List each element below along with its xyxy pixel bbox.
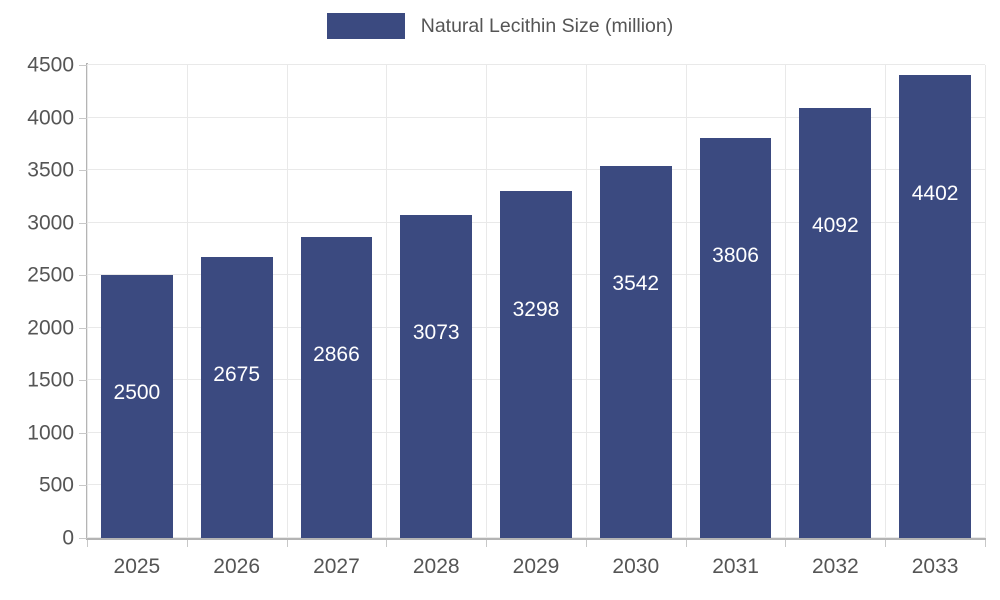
bar-value-label: 2866 <box>313 342 360 366</box>
bar[interactable]: 3806 <box>699 137 772 538</box>
bar[interactable]: 2866 <box>300 236 373 538</box>
x-axis-tick-label: 2027 <box>313 555 360 578</box>
x-axis-tick-label: 2025 <box>113 555 161 578</box>
y-axis-tick-mark <box>79 117 87 119</box>
y-axis-tick-label: 4000 <box>27 106 74 130</box>
gridline-vertical <box>585 65 587 538</box>
x-axis-tick-label: 2031 <box>712 555 759 578</box>
gridline-vertical <box>386 65 388 538</box>
y-axis-tick-label: 0 <box>62 526 74 550</box>
y-axis-tick-label: 3000 <box>27 211 74 235</box>
x-axis-tick-label: 2028 <box>412 555 460 578</box>
bar-value-label: 4402 <box>911 181 959 205</box>
bar[interactable]: 4092 <box>799 107 872 538</box>
y-axis-tick-label: 1000 <box>27 421 74 445</box>
bar[interactable]: 3298 <box>500 191 572 538</box>
x-axis-tick-mark <box>585 540 587 547</box>
gridline-vertical <box>486 65 488 538</box>
gridline-vertical <box>885 65 887 538</box>
y-axis-tick-mark <box>79 222 87 224</box>
legend-item-natural-lecithin[interactable]: Natural Lecithin Size (million) <box>326 13 674 39</box>
bar-value-label: 2675 <box>213 363 260 387</box>
x-axis-tick-mark <box>685 540 687 547</box>
legend-item-label: Natural Lecithin Size (million) <box>420 14 674 37</box>
bar-value-label: 3073 <box>412 321 460 345</box>
bar-value-label: 3542 <box>612 271 660 295</box>
y-axis-tick-mark <box>79 538 87 539</box>
y-axis-tick-mark <box>79 380 87 382</box>
bar[interactable]: 2675 <box>200 256 273 538</box>
y-axis-tick-mark <box>79 65 87 66</box>
y-axis-tick-labels: 0 500 1000 1500 2000 2500 3000 3500 4000 4500 <box>0 55 74 549</box>
y-axis-tick-mark <box>79 327 87 329</box>
x-axis-tick-mark <box>286 540 288 547</box>
y-axis-tick-label: 2000 <box>27 316 74 340</box>
gridline-horizontal <box>87 64 985 65</box>
y-axis-tick-mark <box>79 275 87 277</box>
x-axis-tick-mark <box>386 540 388 547</box>
y-axis-tick-label: 1500 <box>27 368 74 392</box>
gridline-vertical <box>985 65 986 538</box>
y-axis-tick-mark <box>79 432 87 434</box>
y-axis-tick-mark <box>79 485 87 487</box>
bar-value-label: 3298 <box>512 297 560 321</box>
x-axis-tick-label: 2026 <box>213 555 261 578</box>
x-axis-tick-label: 2033 <box>911 555 959 578</box>
x-axis-tick-mark <box>885 540 887 547</box>
y-axis-tick-label: 4500 <box>27 53 74 77</box>
y-axis-tick-label: 3500 <box>27 158 74 182</box>
y-axis-tick-label: 500 <box>38 473 74 497</box>
x-axis-tick-label: 2030 <box>612 555 660 578</box>
x-axis-tick-label: 2032 <box>811 555 859 578</box>
x-axis-line <box>87 538 986 540</box>
bar-value-label: 3806 <box>712 244 759 268</box>
bar[interactable]: 3542 <box>599 165 672 538</box>
y-axis-tick-label: 2500 <box>27 263 74 287</box>
chart-legend: Natural Lecithin Size (million) <box>0 0 1000 52</box>
gridline-vertical <box>186 65 188 538</box>
y-axis-tick-mark <box>79 170 87 172</box>
plot-area: 2500 2675 2866 3073 3298 3542 3806 4092 4402 <box>87 64 986 538</box>
bar-value-label: 4092 <box>811 214 859 238</box>
x-axis-tick-label: 2029 <box>512 555 560 578</box>
gridline-horizontal <box>87 169 985 171</box>
gridline-vertical <box>87 65 88 538</box>
x-axis-tick-mark <box>785 540 787 547</box>
x-axis-tick-mark <box>985 540 986 547</box>
bar[interactable]: 2500 <box>100 275 173 538</box>
gridline-vertical <box>685 65 687 538</box>
legend-swatch-icon <box>326 13 405 39</box>
gridline-horizontal <box>87 116 985 118</box>
x-axis-tick-mark <box>87 540 88 547</box>
bar-value-label: 2500 <box>113 381 161 405</box>
x-axis-tick-mark <box>186 540 188 547</box>
gridline-vertical <box>785 65 787 538</box>
bar[interactable]: 4402 <box>899 75 972 538</box>
x-axis-tick-mark <box>486 540 488 547</box>
bar[interactable]: 3073 <box>400 215 473 538</box>
gridline-vertical <box>286 65 288 538</box>
